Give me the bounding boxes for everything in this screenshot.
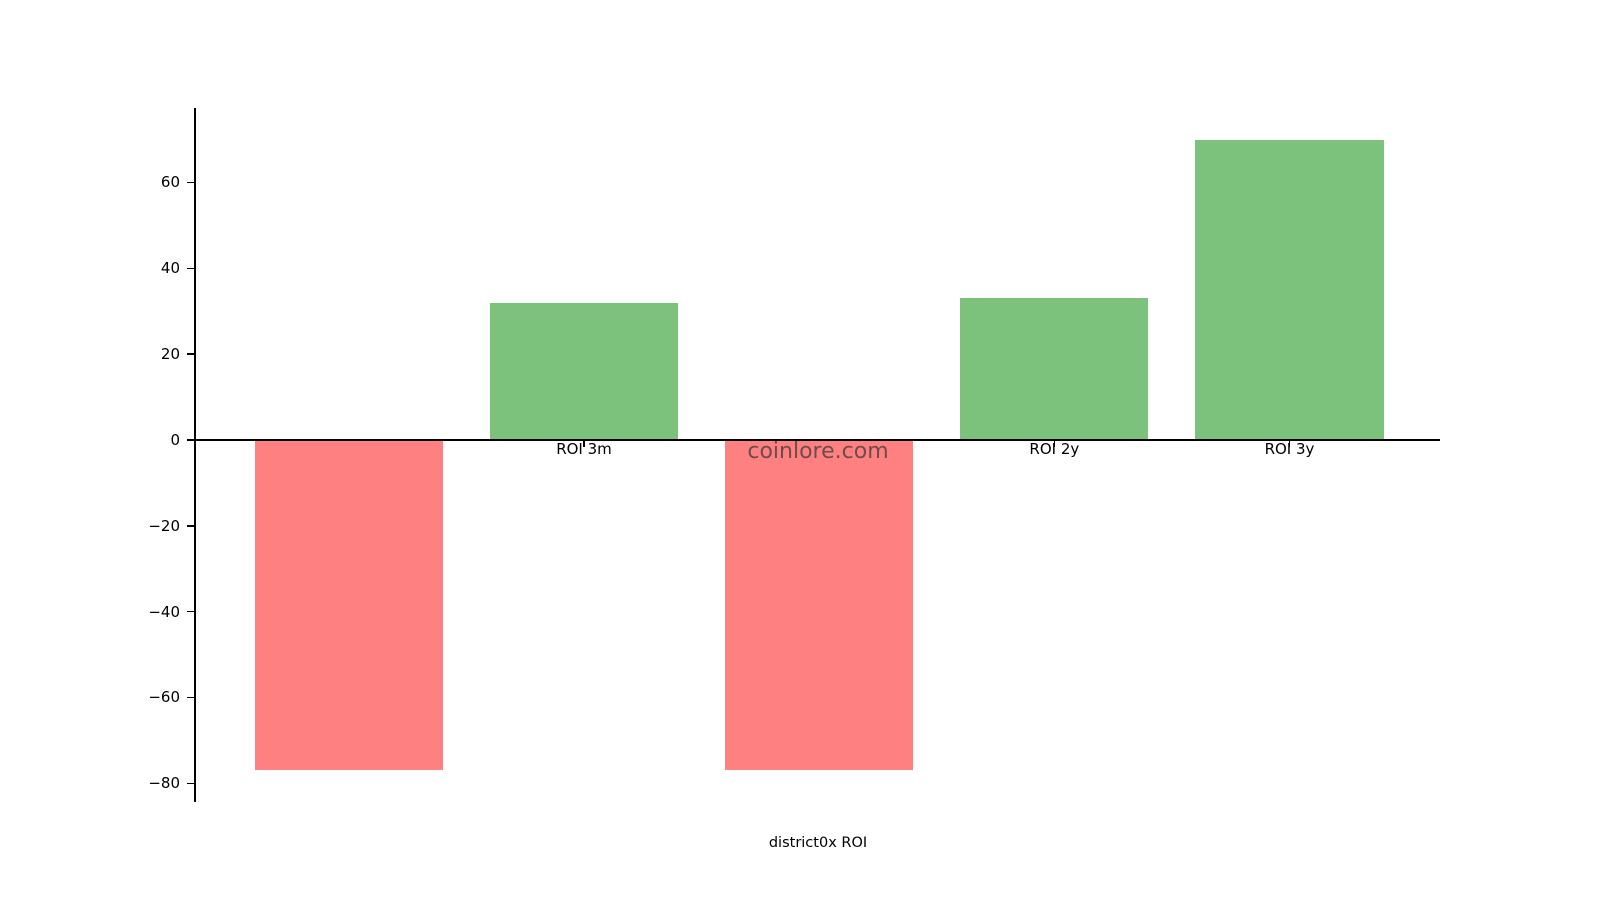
x-tick-mark-roi-3m xyxy=(583,439,585,447)
y-tick-label-0: 0 xyxy=(170,430,180,449)
y-tick-label-60: 60 xyxy=(160,173,180,192)
bar-roi-3m xyxy=(489,302,679,440)
y-tick-mark--40 xyxy=(187,610,194,613)
y-tick-label-20: 20 xyxy=(160,345,180,364)
bar-unlabeled-0 xyxy=(254,439,443,771)
y-tick-mark-20 xyxy=(187,353,194,355)
y-tick-mark--20 xyxy=(187,525,194,527)
x-tick-label-roi-2y: ROI 2y xyxy=(1029,439,1080,458)
x-tick-mark-roi-3y xyxy=(1288,439,1291,447)
x-tick-label-roi-3m: ROI 3m xyxy=(556,439,612,458)
watermark-text: coinlore.com xyxy=(747,439,889,464)
y-axis-spine xyxy=(194,108,196,802)
y-tick-label-40: 40 xyxy=(160,259,180,278)
bar-roi-3y xyxy=(1195,139,1384,440)
bar-unlabeled-2 xyxy=(725,439,914,771)
y-tick-mark--80 xyxy=(187,782,194,785)
x-tick-mark-roi-2y xyxy=(1053,439,1056,447)
x-tick-label-roi-3y: ROI 3y xyxy=(1264,439,1315,458)
y-tick-label--80: −80 xyxy=(148,774,180,793)
y-tick-mark--60 xyxy=(187,696,194,699)
y-tick-mark-40 xyxy=(187,267,194,270)
y-tick-label--60: −60 xyxy=(148,688,180,707)
x-axis-zero-line xyxy=(196,438,1440,441)
y-tick-label--40: −40 xyxy=(148,602,180,621)
bar-roi-2y xyxy=(960,298,1149,440)
y-tick-mark-0 xyxy=(187,439,194,441)
y-tick-label--20: −20 xyxy=(148,516,180,535)
y-tick-mark-60 xyxy=(187,181,194,184)
chart-title: district0x ROI xyxy=(768,835,868,851)
